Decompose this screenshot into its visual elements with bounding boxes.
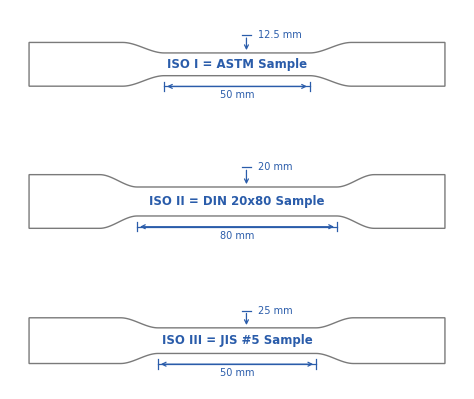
Text: 50 mm: 50 mm xyxy=(220,91,254,101)
Text: 80 mm: 80 mm xyxy=(220,231,254,241)
Text: 25 mm: 25 mm xyxy=(258,306,293,316)
Polygon shape xyxy=(29,175,445,228)
Text: 20 mm: 20 mm xyxy=(258,162,293,172)
Text: ISO II = DIN 20x80 Sample: ISO II = DIN 20x80 Sample xyxy=(149,195,325,208)
Text: 12.5 mm: 12.5 mm xyxy=(258,30,302,40)
Polygon shape xyxy=(29,42,445,86)
Polygon shape xyxy=(29,318,445,363)
Text: 50 mm: 50 mm xyxy=(220,368,254,378)
Text: ISO I = ASTM Sample: ISO I = ASTM Sample xyxy=(167,58,307,71)
Text: ISO III = JIS #5 Sample: ISO III = JIS #5 Sample xyxy=(162,334,312,347)
